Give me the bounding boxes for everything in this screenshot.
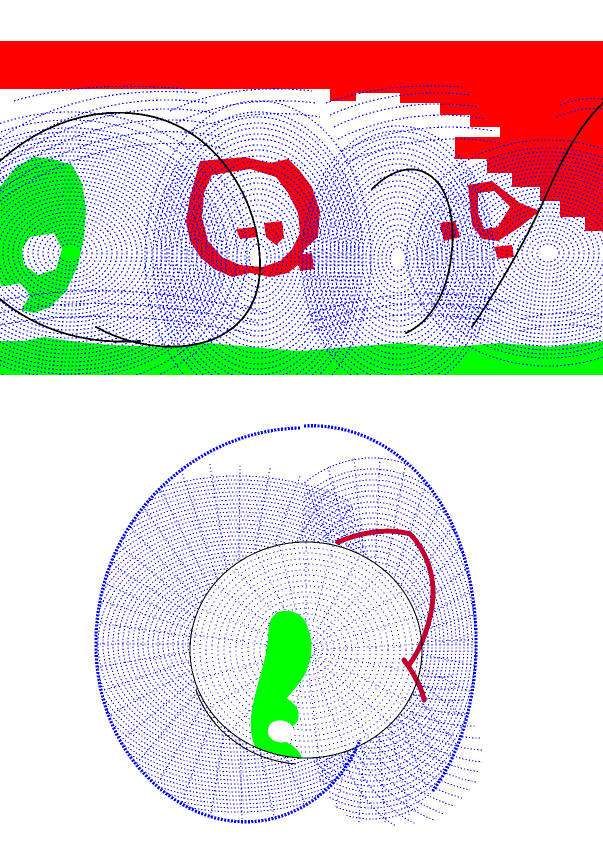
- outer-rim-highlight: [94, 424, 478, 824]
- separatrix-curves-3d: [189, 541, 423, 765]
- three-dimensional-surface-panel: [0, 400, 603, 840]
- equirectangular-projection-panel: [0, 41, 603, 375]
- separatrix-curves: [0, 102, 603, 348]
- field-streamlines: [0, 85, 603, 375]
- inner-disc-streamlines: [190, 542, 422, 758]
- green-basin-region-3d: [250, 610, 312, 758]
